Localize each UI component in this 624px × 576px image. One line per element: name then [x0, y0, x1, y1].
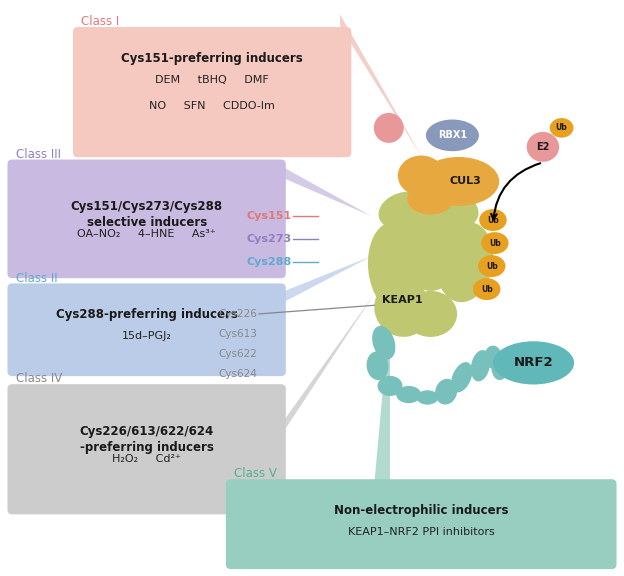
Text: NO     SFN     CDDO-Im: NO SFN CDDO-Im — [149, 101, 275, 111]
Ellipse shape — [374, 113, 404, 143]
Ellipse shape — [426, 120, 479, 151]
Text: H₂O₂     Cd²⁺: H₂O₂ Cd²⁺ — [112, 454, 181, 464]
Ellipse shape — [470, 350, 490, 381]
Ellipse shape — [481, 232, 509, 254]
Ellipse shape — [426, 191, 479, 229]
Text: Cys151/Cys273/Cys288
selective inducers: Cys151/Cys273/Cys288 selective inducers — [71, 200, 223, 229]
Text: NRF2: NRF2 — [514, 357, 553, 369]
Text: Non-electrophilic inducers: Non-electrophilic inducers — [334, 504, 509, 517]
Ellipse shape — [491, 357, 507, 380]
Ellipse shape — [451, 362, 472, 392]
Ellipse shape — [396, 386, 421, 403]
Text: E2: E2 — [536, 142, 550, 152]
Ellipse shape — [418, 157, 499, 206]
Text: Cys226: Cys226 — [218, 309, 257, 319]
Text: Cys288-preferring inducers: Cys288-preferring inducers — [56, 308, 238, 321]
FancyBboxPatch shape — [7, 384, 286, 514]
Ellipse shape — [374, 279, 431, 337]
Text: 15d–PGJ₂: 15d–PGJ₂ — [122, 331, 172, 341]
Text: Cys288: Cys288 — [246, 257, 292, 267]
Ellipse shape — [396, 207, 459, 248]
Ellipse shape — [479, 209, 507, 231]
Text: Cys613: Cys613 — [218, 329, 257, 339]
Text: Cys151: Cys151 — [246, 211, 291, 221]
Ellipse shape — [404, 233, 457, 291]
Text: Ub: Ub — [489, 238, 500, 248]
Ellipse shape — [473, 278, 500, 300]
Ellipse shape — [493, 341, 574, 385]
Text: Ub: Ub — [481, 285, 492, 294]
Polygon shape — [374, 311, 390, 487]
Polygon shape — [340, 14, 424, 161]
Text: OA–NO₂     4–HNE     As³⁺: OA–NO₂ 4–HNE As³⁺ — [77, 229, 216, 239]
Text: Cys151-preferring inducers: Cys151-preferring inducers — [121, 52, 303, 65]
Ellipse shape — [398, 156, 444, 196]
Text: Class IV: Class IV — [16, 372, 62, 385]
Text: Class I: Class I — [81, 15, 119, 28]
Ellipse shape — [527, 132, 559, 162]
Text: Cys273: Cys273 — [246, 234, 291, 244]
Ellipse shape — [404, 291, 457, 337]
Polygon shape — [278, 164, 371, 216]
Ellipse shape — [378, 376, 402, 396]
Ellipse shape — [484, 346, 502, 369]
Text: Ub: Ub — [486, 262, 497, 271]
Polygon shape — [278, 256, 371, 305]
Ellipse shape — [436, 222, 494, 302]
Text: Ub: Ub — [487, 215, 499, 225]
Ellipse shape — [478, 255, 505, 277]
Ellipse shape — [366, 351, 389, 380]
Text: DEM     tBHQ     DMF: DEM tBHQ DMF — [155, 75, 269, 85]
Polygon shape — [278, 294, 374, 441]
Ellipse shape — [417, 391, 439, 404]
Text: Class III: Class III — [16, 147, 61, 161]
Text: Ub: Ub — [556, 123, 567, 132]
Text: Cys226/613/622/624
-preferring inducers: Cys226/613/622/624 -preferring inducers — [79, 425, 214, 454]
FancyBboxPatch shape — [226, 479, 617, 569]
Text: Cys622: Cys622 — [218, 349, 257, 359]
Text: Class II: Class II — [16, 271, 57, 285]
Text: KEAP1: KEAP1 — [382, 294, 423, 305]
Text: Class V: Class V — [234, 467, 277, 480]
Ellipse shape — [379, 192, 426, 229]
Ellipse shape — [435, 379, 457, 404]
FancyBboxPatch shape — [73, 27, 351, 157]
FancyBboxPatch shape — [7, 283, 286, 376]
Ellipse shape — [372, 326, 396, 359]
Text: CUL3: CUL3 — [449, 176, 480, 187]
FancyBboxPatch shape — [7, 160, 286, 278]
Ellipse shape — [368, 222, 424, 314]
Text: RBX1: RBX1 — [438, 130, 467, 141]
Text: KEAP1–NRF2 PPI inhibitors: KEAP1–NRF2 PPI inhibitors — [348, 527, 495, 537]
Ellipse shape — [407, 183, 454, 214]
Ellipse shape — [550, 118, 573, 138]
Text: Cys624: Cys624 — [218, 369, 257, 380]
